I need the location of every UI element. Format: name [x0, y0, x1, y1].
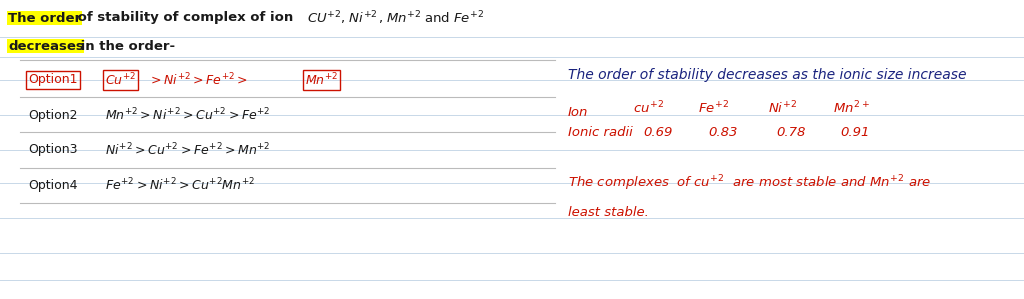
Text: of stability of complex of ion: of stability of complex of ion: [73, 11, 298, 25]
Text: decreases: decreases: [8, 39, 84, 53]
Text: and $\mathit{Fe}^{+2}$: and $\mathit{Fe}^{+2}$: [420, 10, 484, 26]
Text: 0.91: 0.91: [840, 126, 869, 140]
Text: $Mn^{+2} > Ni^{+2} > Cu^{+2} > Fe^{+2}$: $Mn^{+2} > Ni^{+2} > Cu^{+2} > Fe^{+2}$: [105, 107, 270, 123]
Text: $Fe^{+2}$: $Fe^{+2}$: [698, 100, 729, 116]
Text: $\mathit{CU}^{+2}$: $\mathit{CU}^{+2}$: [307, 10, 341, 26]
Text: $cu^{+2}$: $cu^{+2}$: [633, 100, 664, 116]
Text: $Ni^{+2} > Cu^{+2} > Fe^{+2} > Mn^{+2}$: $Ni^{+2} > Cu^{+2} > Fe^{+2} > Mn^{+2}$: [105, 142, 270, 158]
Text: The order: The order: [8, 11, 81, 25]
Text: Ion: Ion: [568, 106, 589, 120]
Text: $Mn^{2+}$: $Mn^{2+}$: [833, 100, 869, 116]
Text: Option2: Option2: [28, 109, 78, 121]
Text: least stable.: least stable.: [568, 207, 649, 219]
Text: in the order-: in the order-: [76, 39, 175, 53]
Text: Option1: Option1: [28, 74, 78, 86]
Text: , $\mathit{Mn}^{+2}$: , $\mathit{Mn}^{+2}$: [378, 9, 422, 27]
Text: Option3: Option3: [28, 144, 78, 156]
Text: Option4: Option4: [28, 179, 78, 191]
Text: 0.83: 0.83: [708, 126, 737, 140]
Text: $ > Ni^{+2} > Fe^{+2} > $: $ > Ni^{+2} > Fe^{+2} > $: [148, 72, 248, 88]
Text: The order of stability decreases as the ionic size increase: The order of stability decreases as the …: [568, 68, 967, 82]
Text: 0.69: 0.69: [643, 126, 673, 140]
Text: $\mathit{Mn}^{+2}$: $\mathit{Mn}^{+2}$: [305, 72, 338, 88]
Text: $Ni^{+2}$: $Ni^{+2}$: [768, 100, 798, 116]
Text: 0.78: 0.78: [776, 126, 805, 140]
Text: The complexes  of $cu^{+2}$  are most stable and $Mn^{+2}$ are: The complexes of $cu^{+2}$ are most stab…: [568, 173, 931, 193]
Text: $Fe^{+2} > Ni^{+2} > Cu^{+2}Mn^{+2}$: $Fe^{+2} > Ni^{+2} > Cu^{+2}Mn^{+2}$: [105, 177, 255, 193]
Text: Ionic radii: Ionic radii: [568, 126, 633, 140]
Text: , $\mathit{Ni}^{+2}$: , $\mathit{Ni}^{+2}$: [340, 9, 378, 27]
Text: $\mathit{Cu}^{+2}$: $\mathit{Cu}^{+2}$: [105, 72, 136, 88]
